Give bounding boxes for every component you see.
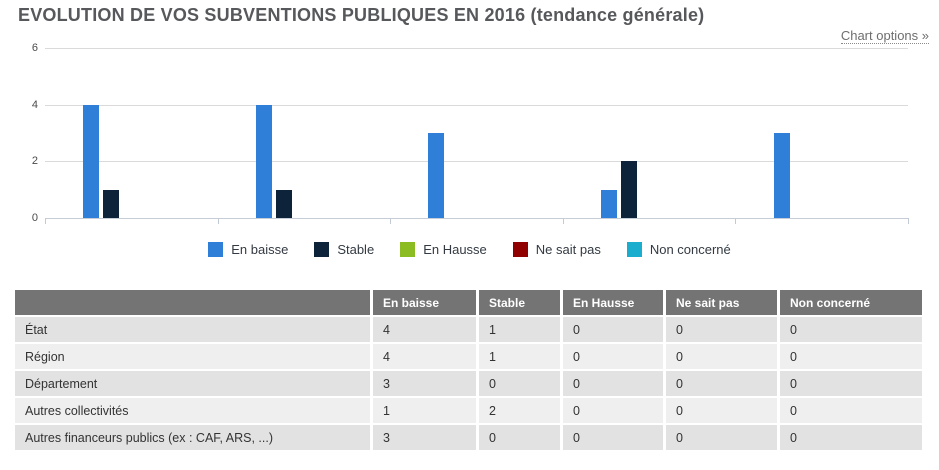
legend-item[interactable]: En baisse xyxy=(208,242,288,257)
row-value: 1 xyxy=(479,317,563,344)
table-column-header: En baisse xyxy=(373,290,479,317)
row-value: 2 xyxy=(479,398,563,425)
bar-group xyxy=(735,48,908,218)
row-value: 0 xyxy=(780,344,922,371)
x-axis-line xyxy=(45,218,909,219)
row-value: 0 xyxy=(563,398,666,425)
row-value: 0 xyxy=(563,344,666,371)
x-axis-tick xyxy=(390,218,392,224)
legend-item[interactable]: Stable xyxy=(314,242,374,257)
table-corner-header xyxy=(15,290,373,317)
bar-group xyxy=(45,48,218,218)
chart-legend: En baisse Stable En Hausse Ne sait pas Non c… xyxy=(0,242,939,257)
x-axis-tick xyxy=(45,218,46,224)
row-value: 3 xyxy=(373,425,479,450)
table-row: Région 4 1 0 0 0 xyxy=(15,344,922,371)
row-label: État xyxy=(15,317,373,344)
row-value: 0 xyxy=(666,344,780,371)
row-value: 0 xyxy=(666,317,780,344)
legend-label: Non concerné xyxy=(649,242,731,257)
table-column-header: Ne sait pas xyxy=(666,290,780,317)
row-value: 1 xyxy=(373,398,479,425)
row-value: 0 xyxy=(479,371,563,398)
legend-label: Ne sait pas xyxy=(535,242,601,257)
legend-label: En baisse xyxy=(231,242,289,257)
bar-group xyxy=(218,48,391,218)
bar-chart: 0 2 4 6 xyxy=(31,42,909,224)
chart-bar xyxy=(255,104,272,218)
chart-bar xyxy=(275,189,292,218)
row-value: 0 xyxy=(563,317,666,344)
row-value: 1 xyxy=(479,344,563,371)
chart-bar xyxy=(428,133,445,218)
chart-bar xyxy=(601,189,618,218)
row-value: 0 xyxy=(780,398,922,425)
y-gridline xyxy=(45,48,908,49)
table-row: État 4 1 0 0 0 xyxy=(15,317,922,344)
row-value: 0 xyxy=(563,425,666,450)
chart-bar xyxy=(773,133,790,218)
row-value: 0 xyxy=(666,398,780,425)
table-row: Autres collectivités 1 2 0 0 0 xyxy=(15,398,922,425)
bar-group xyxy=(563,48,736,218)
x-axis-tick xyxy=(217,218,219,224)
results-table: En baisse Stable En Hausse Ne sait pas Non c… xyxy=(15,290,922,450)
y-axis-label: 2 xyxy=(31,155,38,168)
y-gridline xyxy=(45,104,908,106)
row-value: 0 xyxy=(563,371,666,398)
row-value: 0 xyxy=(780,371,922,398)
legend-swatch-icon xyxy=(314,242,330,257)
row-value: 3 xyxy=(373,371,479,398)
table-row: Département 3 0 0 0 0 xyxy=(15,371,922,398)
legend-swatch-icon xyxy=(208,242,224,257)
row-value: 0 xyxy=(666,425,780,450)
chart-options-link[interactable]: Chart options » xyxy=(840,28,929,44)
legend-label: Stable xyxy=(337,242,375,257)
legend-swatch-icon xyxy=(512,242,528,257)
table-row: Autres financeurs publics (ex : CAF, ARS… xyxy=(15,425,922,450)
x-axis-tick xyxy=(562,218,564,224)
y-axis-label: 4 xyxy=(31,98,38,111)
table-column-header: En Hausse xyxy=(563,290,666,317)
chart-bar xyxy=(103,189,120,218)
row-label: Région xyxy=(15,344,373,371)
legend-item[interactable]: En Hausse xyxy=(400,242,487,257)
x-axis-tick xyxy=(735,218,737,224)
x-axis-tick xyxy=(908,218,909,224)
row-label: Autres collectivités xyxy=(15,398,373,425)
table-column-header: Stable xyxy=(479,290,563,317)
y-axis-label: 6 xyxy=(31,42,38,54)
row-value: 0 xyxy=(780,425,922,450)
y-axis-label: 0 xyxy=(31,212,38,224)
table-column-header: Non concerné xyxy=(780,290,922,317)
legend-label: En Hausse xyxy=(423,242,487,257)
row-value: 4 xyxy=(373,317,479,344)
row-value: 4 xyxy=(373,344,479,371)
page-title: EVOLUTION DE VOS SUBVENTIONS PUBLIQUES E… xyxy=(18,5,705,25)
row-label: Département xyxy=(15,371,373,398)
row-value: 0 xyxy=(780,317,922,344)
row-value: 0 xyxy=(666,371,780,398)
chart-bar xyxy=(621,161,638,218)
chart-bar xyxy=(83,104,100,218)
chart-options-wrap: Chart options » xyxy=(840,27,929,45)
y-gridline xyxy=(45,161,908,163)
row-label: Autres financeurs publics (ex : CAF, ARS… xyxy=(15,425,373,450)
legend-swatch-icon xyxy=(400,242,416,257)
legend-item[interactable]: Ne sait pas xyxy=(512,242,601,257)
table-header-row: En baisse Stable En Hausse Ne sait pas Non c… xyxy=(15,290,922,317)
bar-group xyxy=(390,48,563,218)
legend-swatch-icon xyxy=(626,242,642,257)
legend-item[interactable]: Non concerné xyxy=(626,242,731,257)
row-value: 0 xyxy=(479,425,563,450)
